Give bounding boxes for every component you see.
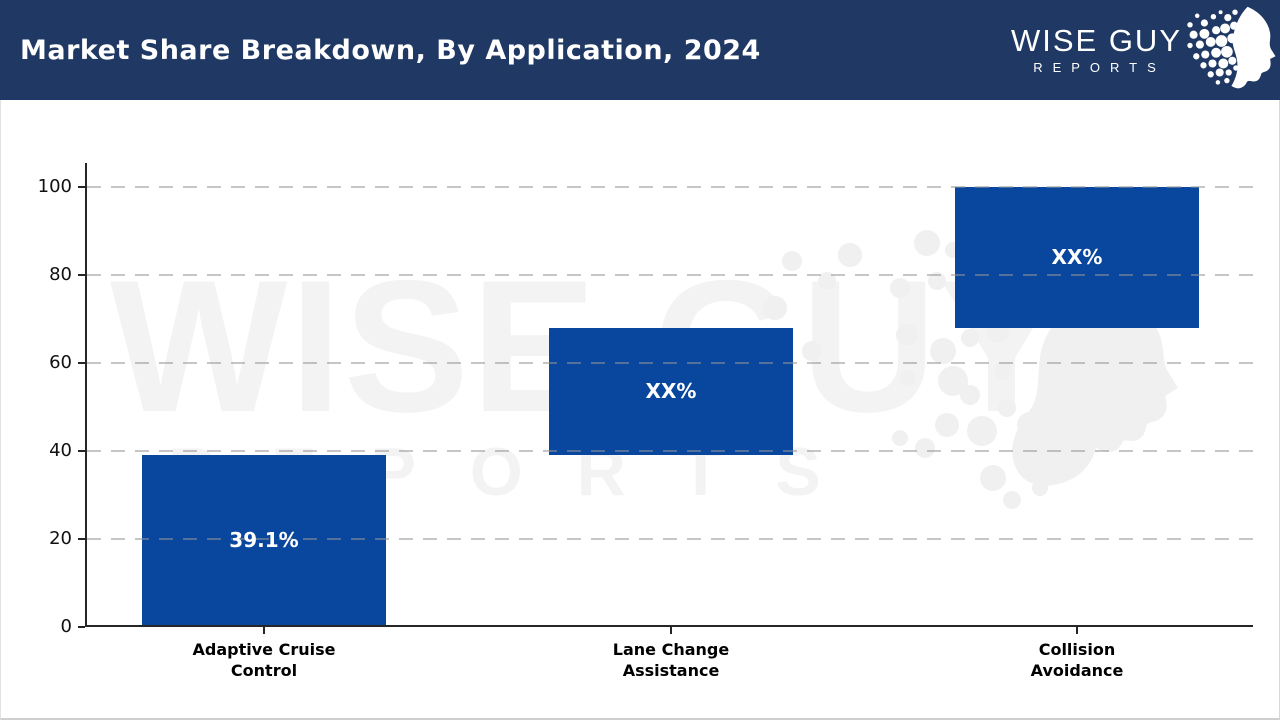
y-tick	[78, 450, 85, 453]
x-tick	[263, 627, 265, 634]
y-tick-label: 20	[49, 528, 72, 550]
y-tick	[78, 274, 85, 277]
brand-logo: WISE GUY REPORTS	[1011, 0, 1280, 100]
header: Market Share Breakdown, By Application, …	[0, 0, 1280, 100]
y-tick-label: 40	[49, 440, 72, 462]
bar-value-label: 39.1%	[229, 528, 299, 553]
y-tick-label: 100	[37, 176, 72, 198]
y-gridline	[87, 450, 1253, 453]
bar-value-label: XX%	[1051, 244, 1103, 269]
brand-head-icon	[1187, 6, 1276, 89]
y-gridline	[87, 186, 1253, 189]
brand-subtext: REPORTS	[1033, 60, 1166, 75]
y-tick	[78, 538, 85, 541]
y-gridline	[87, 274, 1253, 277]
page-title: Market Share Breakdown, By Application, …	[20, 34, 761, 66]
x-category-label: Collision Avoidance	[1030, 640, 1124, 680]
y-tick	[78, 626, 85, 628]
y-axis-line	[85, 163, 87, 627]
y-tick-label: 0	[60, 616, 72, 637]
brand-wordmark: WISE GUY	[1010, 23, 1182, 58]
y-tick	[78, 362, 85, 365]
x-category-label: Adaptive Cruise Control	[192, 640, 336, 680]
y-gridline	[87, 362, 1253, 365]
x-category-label: Lane Change Assistance	[612, 640, 730, 680]
y-tick-label: 80	[49, 264, 72, 286]
bar-segment	[549, 328, 793, 456]
bar-value-label: XX%	[645, 378, 697, 403]
x-tick	[1076, 627, 1078, 634]
y-gridline	[87, 538, 1253, 541]
y-tick-label: 60	[49, 352, 72, 374]
y-tick	[78, 186, 85, 189]
brand-logo-text: WISE GUY REPORTS	[1011, 25, 1182, 75]
x-tick	[670, 627, 672, 634]
bar-segment	[142, 455, 386, 627]
x-axis-line	[85, 625, 1253, 627]
